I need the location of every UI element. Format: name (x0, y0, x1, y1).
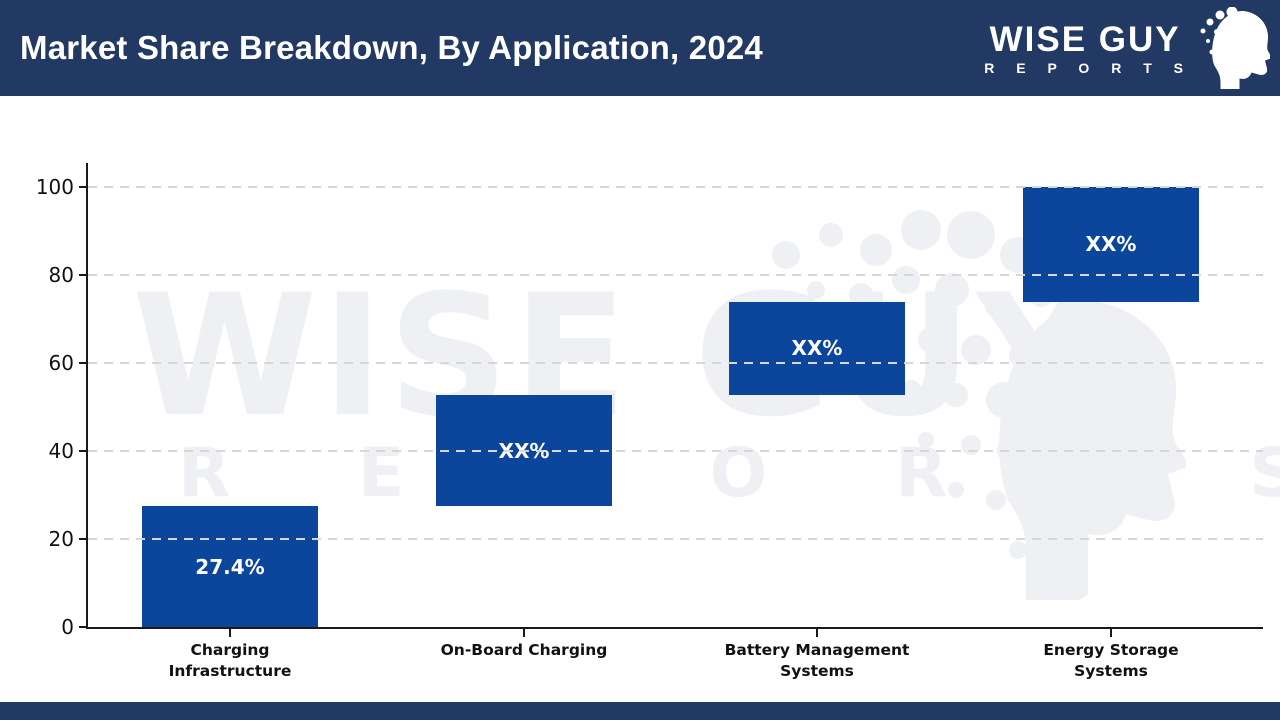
bar-segment: XX% (1023, 187, 1199, 302)
watermark-wordmark: WISE GUY (132, 258, 1103, 454)
y-tick-label-100: 100 (35, 175, 74, 199)
bar-value-label: 27.4% (195, 554, 265, 579)
x-category-label: Battery Management Systems (724, 641, 910, 680)
y-tick-mark-20 (79, 538, 86, 540)
bar-segment: 27.4% (142, 506, 318, 627)
y-tick-mark-80 (79, 274, 86, 276)
gridline-40 (88, 450, 1263, 452)
y-tick-label-80: 80 (48, 263, 74, 287)
y-tick-mark-100 (79, 186, 86, 188)
y-axis-line (86, 163, 88, 629)
y-tick-label-60: 60 (48, 351, 74, 375)
x-category-label: On-Board Charging (440, 641, 608, 659)
bar-value-label: XX% (791, 336, 843, 361)
brand-logo: WISE GUY R E P O R T S (978, 7, 1270, 89)
bar-value-label: XX% (1085, 232, 1137, 257)
brand-name: WISE GUY (989, 19, 1181, 59)
gridline-100 (88, 186, 1263, 188)
y-tick-label-40: 40 (48, 439, 74, 463)
x-category-label: Charging Infrastructure (168, 641, 292, 680)
y-tick-mark-60 (79, 362, 86, 364)
gridline-80 (88, 274, 1263, 276)
x-tick-mark (816, 629, 818, 637)
x-tick-mark (229, 629, 231, 637)
y-tick-label-0: 0 (61, 615, 74, 639)
y-tick-mark-0 (79, 626, 86, 628)
x-axis-line (86, 627, 1263, 629)
gridline-60 (88, 362, 1263, 364)
x-tick-mark (523, 629, 525, 637)
brand-logo-text: WISE GUY R E P O R T S (978, 22, 1192, 75)
footer-band (0, 702, 1280, 720)
brand-head-icon (1200, 7, 1270, 89)
gridline-20 (88, 538, 1263, 540)
y-tick-label-20: 20 (48, 527, 74, 551)
x-tick-mark (1110, 629, 1112, 637)
chart-title: Market Share Breakdown, By Application, … (20, 29, 763, 66)
bar-segment: XX% (729, 301, 905, 395)
brand-subtitle: R E P O R T S (984, 59, 1192, 76)
x-category-label: Energy Storage Systems (1043, 641, 1179, 680)
y-tick-mark-40 (79, 450, 86, 452)
header-band: Market Share Breakdown, By Application, … (0, 0, 1280, 96)
